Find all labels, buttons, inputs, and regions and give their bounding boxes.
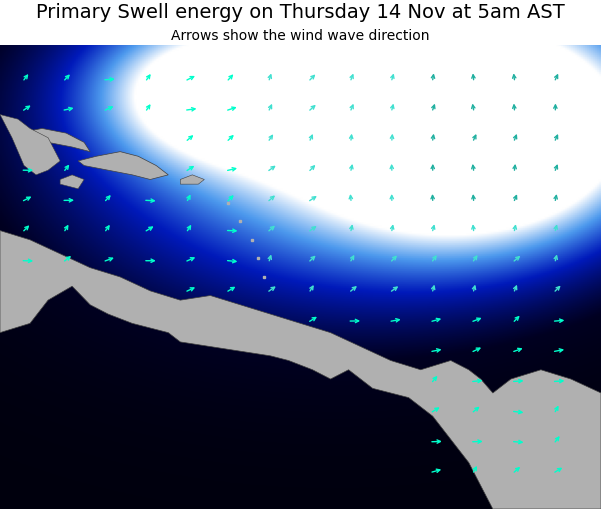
Text: Arrows show the wind wave direction: Arrows show the wind wave direction	[171, 29, 430, 43]
Polygon shape	[180, 176, 204, 185]
Polygon shape	[60, 176, 84, 189]
Text: Primary Swell energy on Thursday 14 Nov at 5am AST: Primary Swell energy on Thursday 14 Nov …	[36, 4, 565, 22]
Polygon shape	[0, 231, 601, 509]
Polygon shape	[0, 115, 60, 176]
Polygon shape	[18, 129, 90, 152]
Polygon shape	[78, 152, 168, 180]
